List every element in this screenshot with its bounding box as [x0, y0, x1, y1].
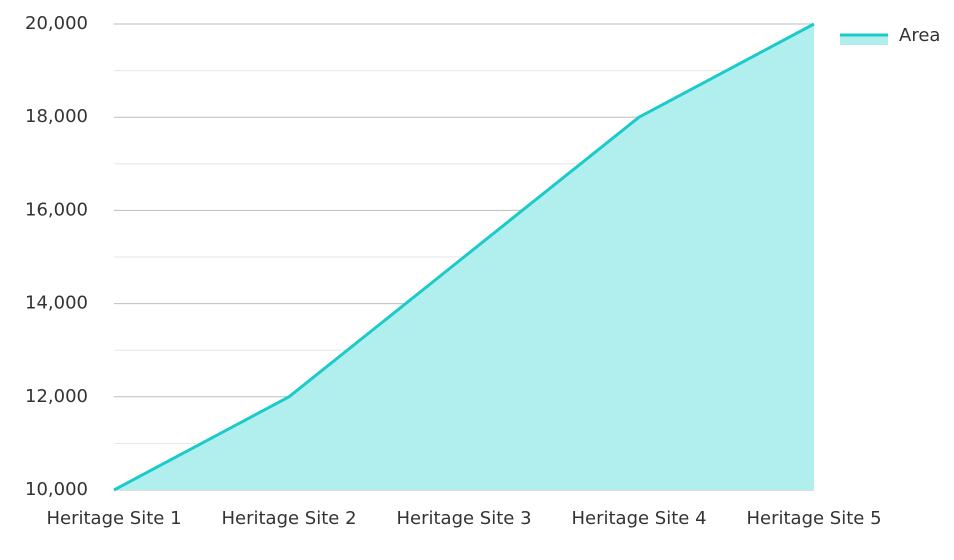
y-tick-label: 18,000 — [25, 106, 88, 127]
x-tick-label-box: Heritage Site 3 — [396, 508, 532, 529]
y-tick-label: 20,000 — [25, 13, 88, 34]
x-tick-label: Heritage Site 4 — [571, 508, 707, 529]
y-tick-label: 10,000 — [25, 479, 88, 500]
y-tick-label: 16,000 — [25, 199, 88, 220]
legend-swatch — [840, 34, 888, 45]
y-tick-label: 14,000 — [25, 293, 88, 314]
x-tick-label: Heritage Site 5 — [746, 508, 882, 529]
x-tick-label: Heritage Site 1 — [46, 508, 182, 529]
area-line — [113, 22, 815, 492]
x-tick-label-box: Heritage Site 2 — [221, 508, 357, 529]
x-tick-label: Heritage Site 3 — [396, 508, 532, 529]
y-tick-label: 12,000 — [25, 386, 88, 407]
x-tick-label-box: Heritage Site 5 — [746, 508, 882, 529]
x-tick-label: Heritage Site 2 — [221, 508, 357, 529]
x-tick-label-box: Heritage Site 1 — [46, 508, 182, 529]
x-tick-label-box: Heritage Site 4 — [571, 508, 707, 529]
legend-label: Area — [899, 25, 940, 46]
